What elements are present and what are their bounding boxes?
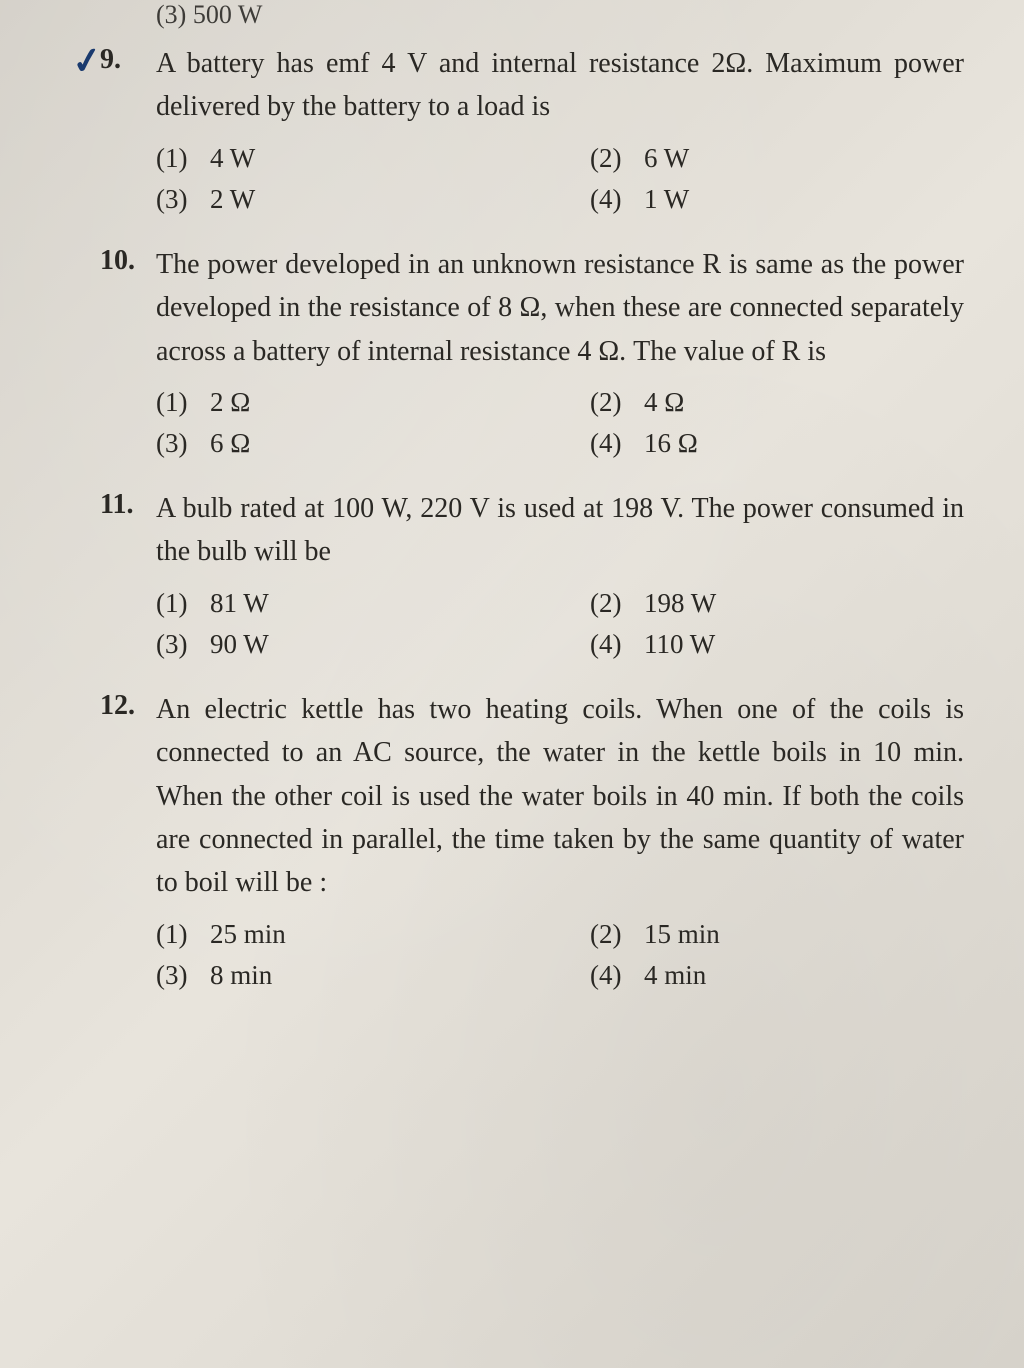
question-text: An electric kettle has two heating coils… [156,688,964,905]
option-text: 1 W [644,184,689,215]
option[interactable]: (3) 2 W [156,184,530,215]
option[interactable]: (3) 90 W [156,629,530,660]
questions-container: ✓9.A battery has emf 4 V and internal re… [100,42,964,991]
option[interactable]: (1) 25 min [156,919,530,950]
question-number: 10. [100,243,156,459]
option[interactable]: (4) 110 W [590,629,964,660]
option[interactable]: (3) 6 Ω [156,428,530,459]
option-text: 90 W [210,629,269,660]
option-text: 8 min [210,960,272,991]
option-number: (4) [590,428,634,459]
option[interactable]: (4) 4 min [590,960,964,991]
option-number: (4) [590,960,634,991]
question-number: 9. [100,42,156,215]
option[interactable]: (2) 15 min [590,919,964,950]
option-number: (2) [590,387,634,418]
option[interactable]: (3) 8 min [156,960,530,991]
option-number: (1) [156,387,200,418]
option-text: 15 min [644,919,720,950]
question-text: A bulb rated at 100 W, 220 V is used at … [156,487,964,574]
option-text: 4 W [210,143,255,174]
options-grid: (1) 4 W (2) 6 W (3) 2 W (4) 1 W [156,143,964,215]
option-text: 16 Ω [644,428,698,459]
option-number: (3) [156,0,186,29]
option-number: (1) [156,588,200,619]
option-number: (2) [590,919,634,950]
option[interactable]: (1) 2 Ω [156,387,530,418]
question: ✓9.A battery has emf 4 V and internal re… [100,42,964,215]
option-number: (2) [590,143,634,174]
option-text: 6 Ω [210,428,250,459]
option-number: (3) [156,428,200,459]
question-body: The power developed in an unknown resist… [156,243,964,459]
option-number: (3) [156,629,200,660]
question: 10.The power developed in an unknown res… [100,243,964,459]
option-text: 6 W [644,143,689,174]
option-text: 4 min [644,960,706,991]
options-grid: (1) 81 W (2) 198 W (3) 90 W (4) 110 W [156,588,964,660]
option[interactable]: (4) 1 W [590,184,964,215]
options-grid: (1) 2 Ω (2) 4 Ω (3) 6 Ω (4) 16 Ω [156,387,964,459]
previous-question-partial-option: (3) 500 W [156,0,964,30]
question-number: 11. [100,487,156,660]
option-text: 81 W [210,588,269,619]
option-number: (1) [156,143,200,174]
options-grid: (1) 25 min (2) 15 min (3) 8 min (4) 4 min [156,919,964,991]
checkmark-icon: ✓ [69,38,105,84]
question-body: An electric kettle has two heating coils… [156,688,964,991]
option-text: 500 W [193,0,263,29]
option-text: 4 Ω [644,387,684,418]
option-number: (1) [156,919,200,950]
option-number: (3) [156,960,200,991]
option[interactable]: (1) 81 W [156,588,530,619]
question-body: A bulb rated at 100 W, 220 V is used at … [156,487,964,660]
option-text: 2 Ω [210,387,250,418]
option-number: (2) [590,588,634,619]
option[interactable]: (4) 16 Ω [590,428,964,459]
option-number: (3) [156,184,200,215]
question: 11.A bulb rated at 100 W, 220 V is used … [100,487,964,660]
option-number: (4) [590,184,634,215]
option[interactable]: (1) 4 W [156,143,530,174]
option-number: (4) [590,629,634,660]
question-body: A battery has emf 4 V and internal resis… [156,42,964,215]
question-text: A battery has emf 4 V and internal resis… [156,42,964,129]
option-text: 25 min [210,919,286,950]
question-text: The power developed in an unknown resist… [156,243,964,373]
option[interactable]: (2) 6 W [590,143,964,174]
option[interactable]: (2) 4 Ω [590,387,964,418]
question-number: 12. [100,688,156,991]
question: 12.An electric kettle has two heating co… [100,688,964,991]
option-text: 110 W [644,629,715,660]
option-text: 2 W [210,184,255,215]
option-text: 198 W [644,588,716,619]
option[interactable]: (2) 198 W [590,588,964,619]
